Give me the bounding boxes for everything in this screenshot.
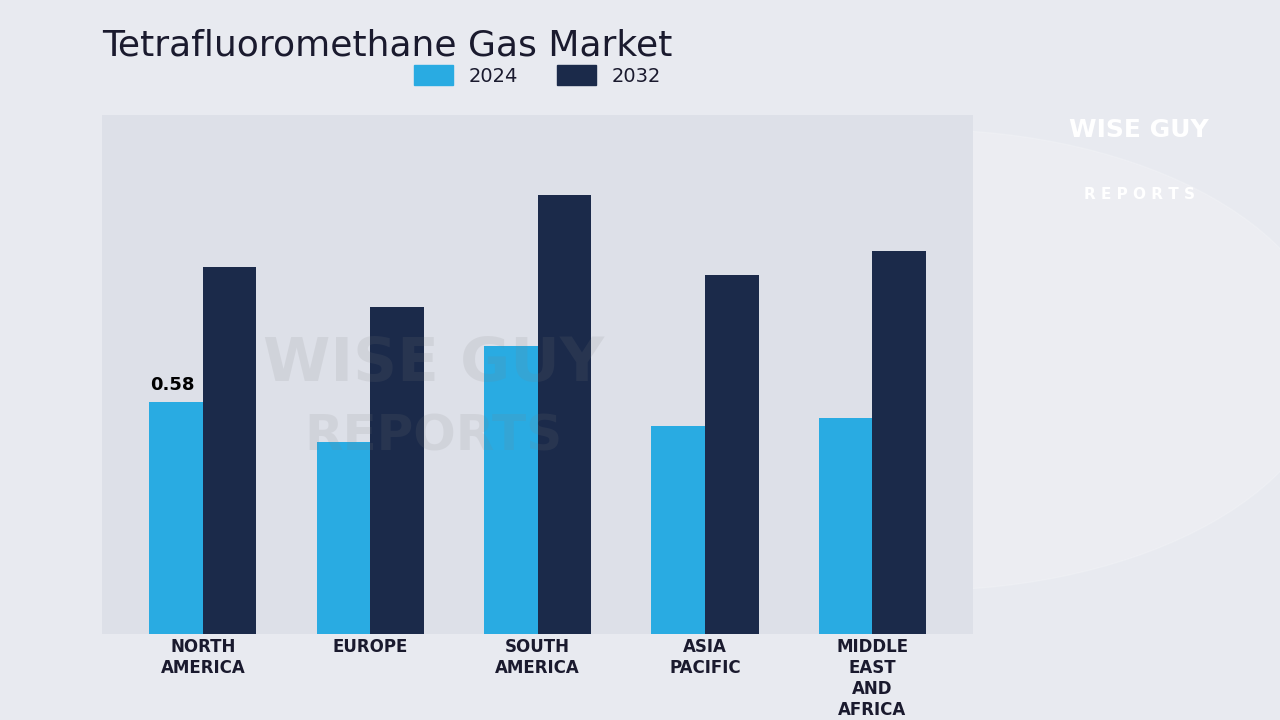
Bar: [316, 442, 370, 634]
Bar: [819, 418, 873, 634]
Bar: [538, 195, 591, 634]
Text: WISE GUY: WISE GUY: [1069, 117, 1210, 142]
Bar: [370, 307, 424, 634]
Text: Tetrafluoromethane Gas Market: Tetrafluoromethane Gas Market: [102, 29, 673, 63]
Text: R E P O R T S: R E P O R T S: [1084, 187, 1194, 202]
Text: WISE GUY: WISE GUY: [262, 335, 604, 394]
Text: REPORTS: REPORTS: [305, 413, 562, 461]
Bar: [652, 426, 705, 634]
Bar: [705, 275, 759, 634]
Bar: [150, 402, 202, 634]
Bar: [484, 346, 538, 634]
Text: 0.58: 0.58: [151, 377, 195, 395]
Bar: [873, 251, 925, 634]
Bar: [202, 266, 256, 634]
Legend: 2024, 2032: 2024, 2032: [407, 58, 668, 94]
